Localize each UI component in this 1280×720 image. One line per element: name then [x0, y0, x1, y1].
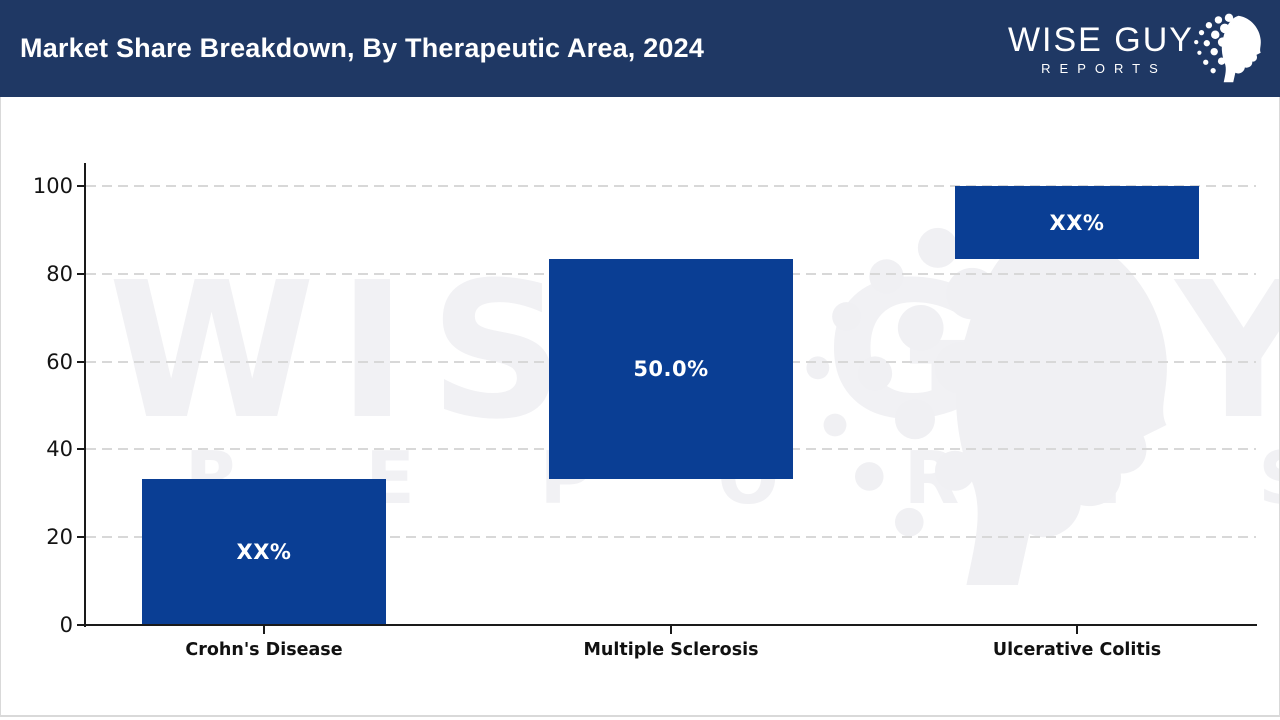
bar-2: XX%	[955, 186, 1199, 260]
x-category-label-0: Crohn's Disease	[185, 640, 343, 660]
brand-logo: WISE GUY REPORTS	[1008, 13, 1280, 85]
y-tick-label-80: 80	[46, 261, 73, 286]
bar-value-label-0: XX%	[236, 539, 292, 564]
x-tick-2	[1076, 626, 1078, 634]
page-bottom-border	[0, 715, 1280, 717]
gridline-y-20	[86, 536, 1256, 539]
y-tick-0	[77, 624, 85, 626]
brand-logo-text: WISE GUY REPORTS	[1008, 23, 1194, 75]
bar-1: 50.0%	[549, 259, 793, 479]
gridline-y-100	[86, 185, 1256, 187]
header-bar: Market Share Breakdown, By Therapeutic A…	[0, 0, 1280, 97]
y-tick-label-20: 20	[46, 525, 73, 550]
y-tick-60	[77, 360, 85, 363]
page-left-border	[0, 97, 1, 717]
y-tick-label-100: 100	[32, 174, 73, 198]
y-tick-label-60: 60	[46, 349, 73, 374]
x-axis-line	[84, 624, 1257, 626]
y-axis-line	[84, 163, 86, 627]
x-tick-1	[670, 626, 672, 634]
y-tick-100	[77, 185, 85, 187]
brand-subtitle: REPORTS	[1041, 60, 1167, 76]
x-tick-0	[263, 626, 265, 634]
bar-value-label-1: 50.0%	[633, 357, 709, 382]
x-category-label-1: Multiple Sclerosis	[583, 640, 759, 660]
chart-title: Market Share Breakdown, By Therapeutic A…	[20, 33, 705, 63]
y-tick-20	[77, 536, 85, 539]
x-category-label-2: Ulcerative Colitis	[992, 640, 1162, 660]
bar-value-label-2: XX%	[1049, 210, 1105, 235]
bar-0: XX%	[142, 478, 386, 625]
y-tick-40	[77, 448, 85, 451]
y-tick-label-0: 0	[59, 613, 73, 637]
y-tick-label-40: 40	[46, 437, 73, 462]
brand-name: WISE GUY	[1007, 20, 1194, 59]
y-tick-80	[77, 272, 85, 275]
brand-face-icon	[1194, 13, 1261, 82]
